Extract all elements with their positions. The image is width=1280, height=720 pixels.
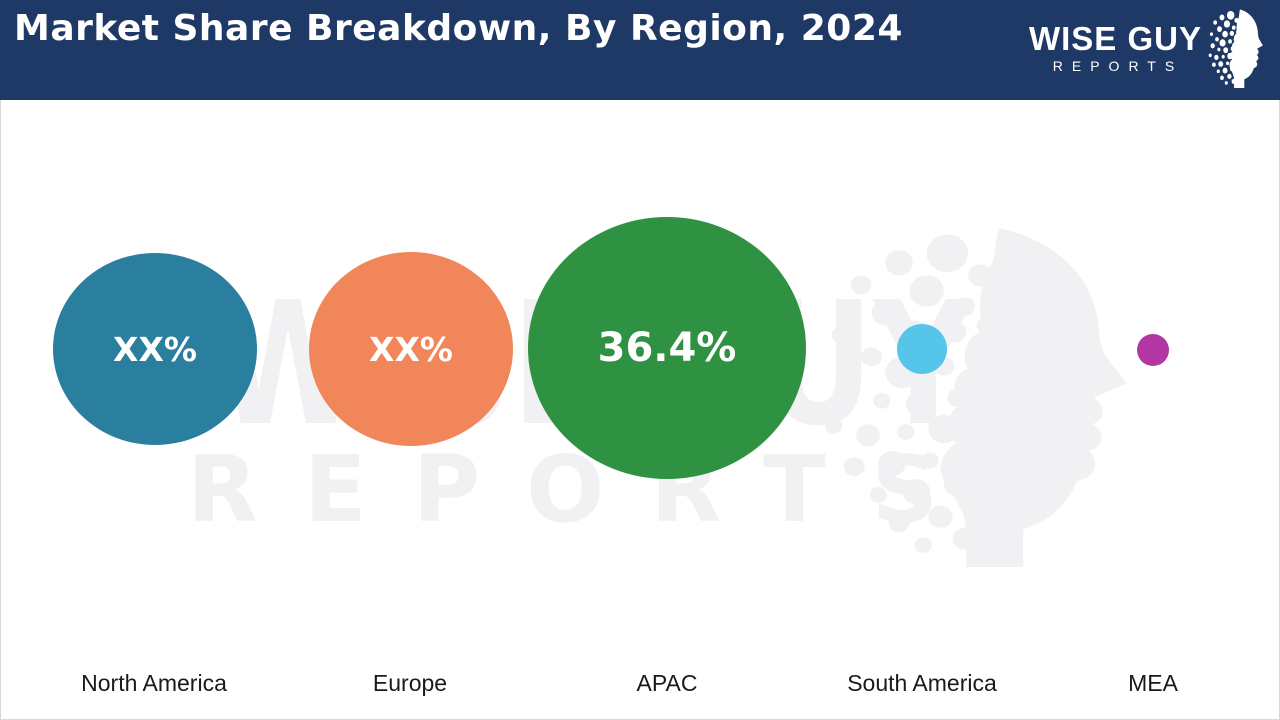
plot-area: WISE GUY REPORTS XX% XX% 36.4% North Ame… <box>0 100 1280 720</box>
category-label-apac: APAC <box>636 670 698 696</box>
bubble-mea <box>1137 334 1169 366</box>
bubble-value-apac: 36.4% <box>597 325 737 371</box>
bubble-south-america <box>897 324 947 374</box>
logo-name: WISE GUY <box>1028 19 1202 57</box>
bubble-north-america: XX% <box>53 253 257 445</box>
bubble-apac: 36.4% <box>528 217 806 479</box>
watermark-text-line2: REPORTS <box>187 436 985 543</box>
category-label-mea: MEA <box>1128 670 1178 696</box>
wiseguy-head-icon <box>1208 9 1263 88</box>
category-label-europe: Europe <box>372 670 448 696</box>
logo-subtitle: REPORTS <box>1052 58 1184 75</box>
logo-text: WISE GUY REPORTS <box>1028 19 1202 75</box>
chart-title: Market Share Breakdown, By Region, 2024 <box>14 8 903 49</box>
bubble-europe: XX% <box>309 252 513 446</box>
category-label-south-america: South America <box>847 670 997 696</box>
wiseguy-logo: WISE GUY REPORTS <box>1029 8 1266 88</box>
header-bar: Market Share Breakdown, By Region, 2024 … <box>0 0 1280 100</box>
bubble-value-north-america: XX% <box>113 329 197 369</box>
category-label-north-america: North America <box>81 670 227 696</box>
bubble-value-europe: XX% <box>369 329 453 369</box>
watermark-head-icon <box>824 228 1127 567</box>
